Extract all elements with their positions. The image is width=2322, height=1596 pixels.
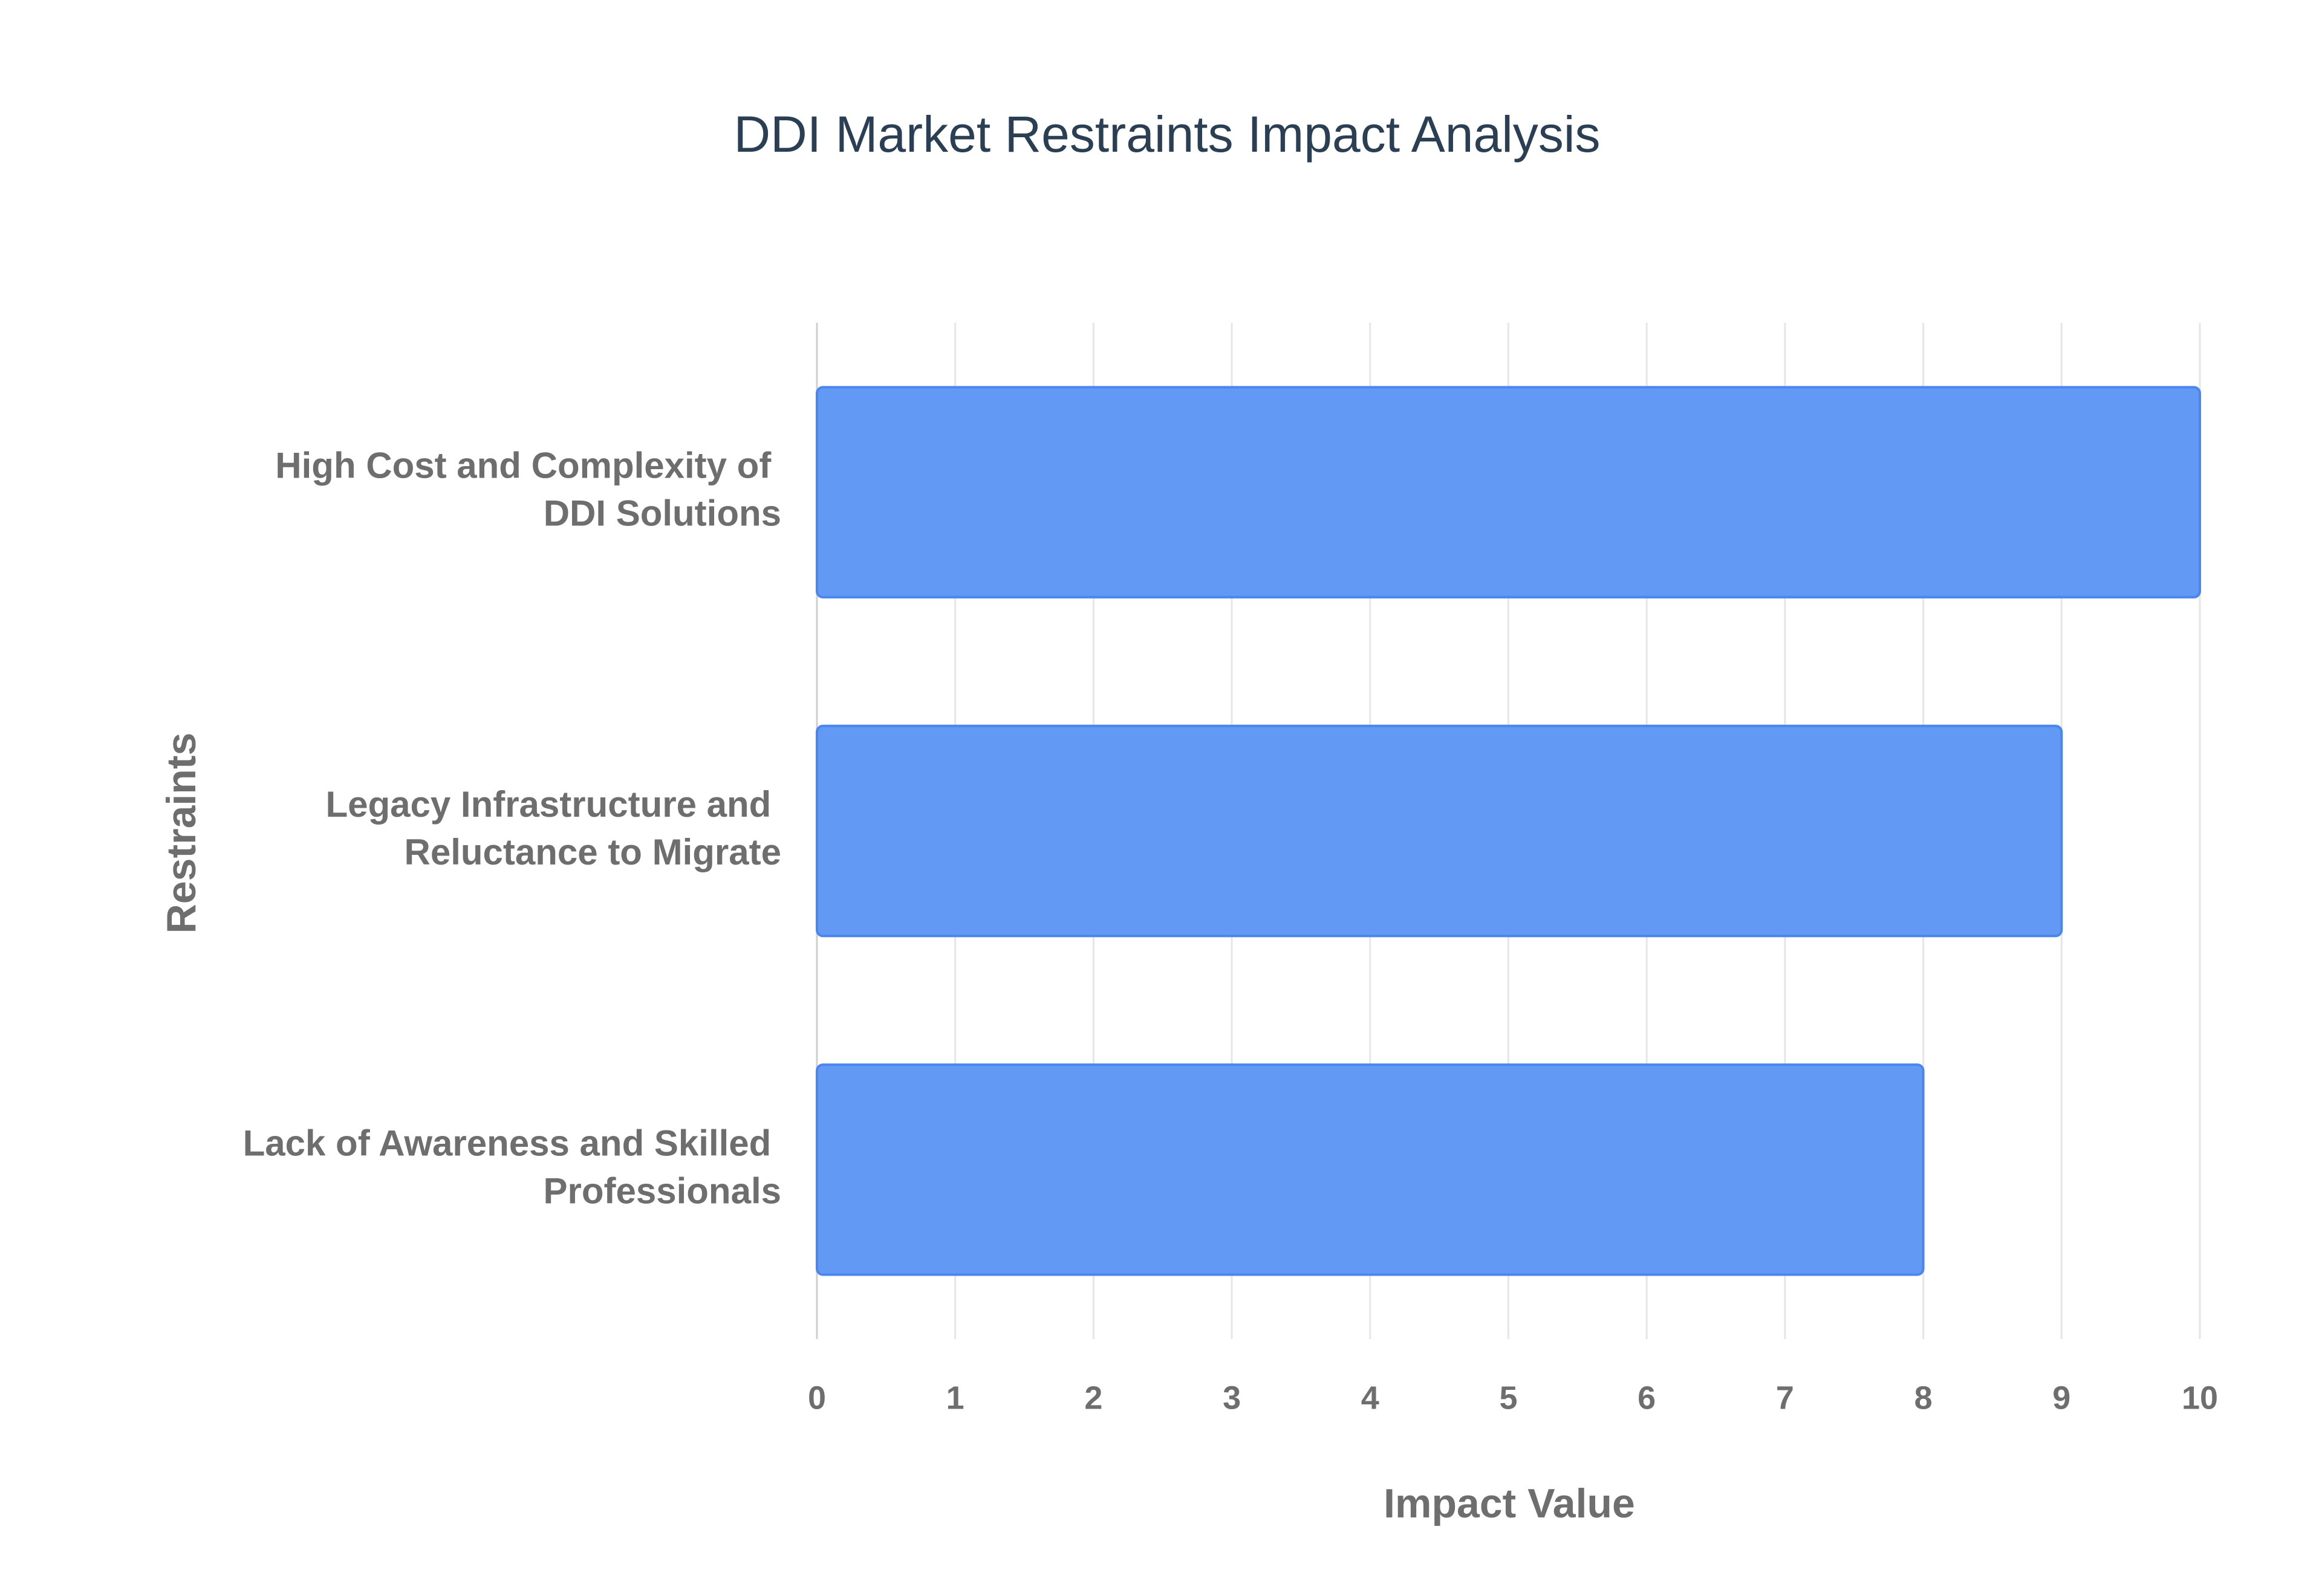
x-tick-label: 7: [1776, 1380, 1794, 1416]
y-axis-title: Restraints: [158, 733, 204, 934]
x-tick-label: 3: [1223, 1380, 1241, 1416]
bar: [816, 724, 2063, 938]
x-tick-label: 2: [1084, 1380, 1102, 1416]
chart-title: DDI Market Restraints Impact Analysis: [733, 106, 1600, 163]
x-tick-label: 1: [946, 1380, 964, 1416]
x-tick-label: 6: [1637, 1380, 1656, 1416]
bar: [816, 386, 2201, 598]
bar: [816, 1063, 1925, 1276]
x-tick-label: 0: [808, 1380, 826, 1416]
x-axis-title: Impact Value: [1384, 1481, 1635, 1526]
x-tick-label: 4: [1361, 1380, 1379, 1416]
x-tick-label: 9: [2052, 1380, 2070, 1416]
y-tick-label: Legacy Infrastructure and Reluctance to …: [325, 784, 781, 872]
x-tick-label: 8: [1914, 1380, 1933, 1416]
y-tick-label: Lack of Awareness and Skilled Profession…: [243, 1123, 781, 1211]
y-tick-label: High Cost and Complexity of DDI Solution…: [275, 446, 781, 534]
x-tick-label: 10: [2182, 1380, 2218, 1416]
x-tick-label: 5: [1499, 1380, 1517, 1416]
